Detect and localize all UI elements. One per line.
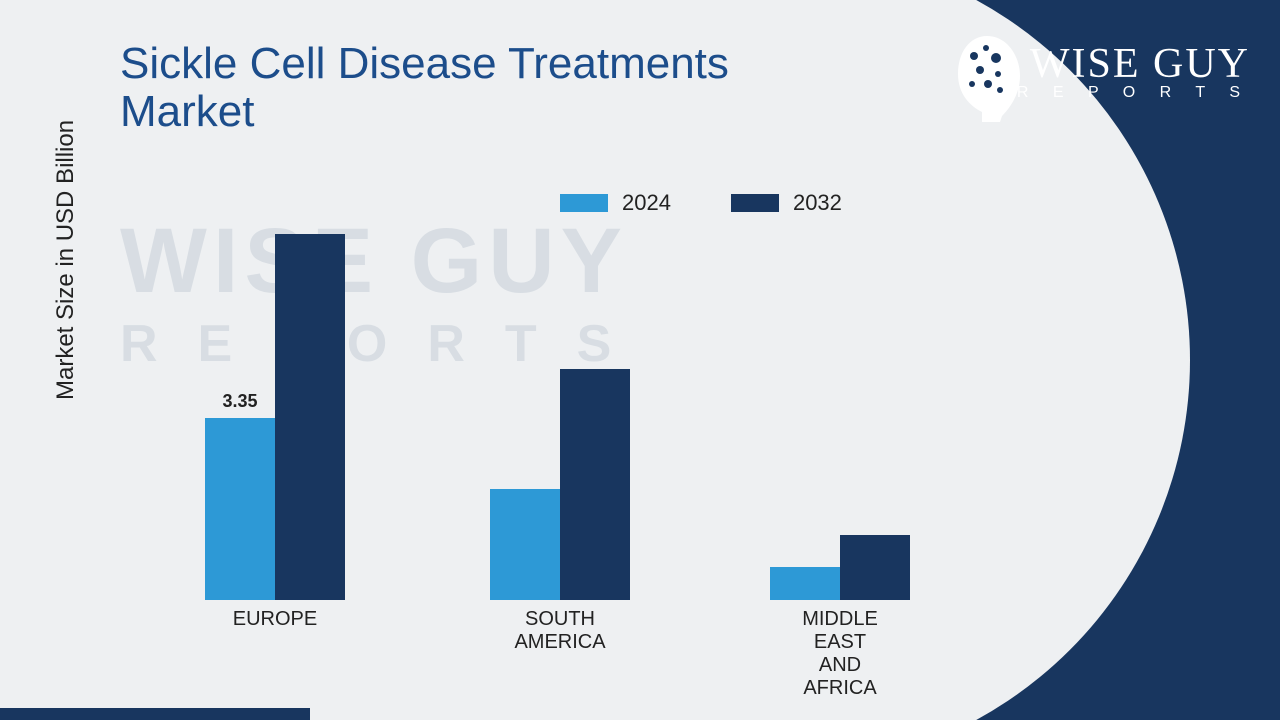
bar-europe-2032 bbox=[275, 234, 345, 600]
legend: 2024 2032 bbox=[560, 190, 842, 216]
chart-plot-area: 3.35 EUROPE SOUTH AMERICA MIDDLE EAST AN… bbox=[100, 220, 920, 600]
bar-value-label: 3.35 bbox=[222, 391, 257, 412]
legend-label-2024: 2024 bbox=[622, 190, 671, 216]
legend-label-2032: 2032 bbox=[793, 190, 842, 216]
legend-item-2024: 2024 bbox=[560, 190, 671, 216]
legend-swatch-2032 bbox=[731, 194, 779, 212]
brand-text: WISE GUY R E P O R T S bbox=[1017, 40, 1250, 102]
legend-item-2032: 2032 bbox=[731, 190, 842, 216]
chart-title: Sickle Cell Disease Treatments Market bbox=[120, 40, 780, 137]
brand-subtitle: R E P O R T S bbox=[1017, 84, 1250, 102]
legend-swatch-2024 bbox=[560, 194, 608, 212]
footer-accent-bar bbox=[0, 708, 310, 720]
brand-name: WISE GUY bbox=[1017, 40, 1250, 88]
bar-southamerica-2032 bbox=[560, 369, 630, 600]
x-label-mea: MIDDLE EAST AND AFRICA bbox=[802, 608, 878, 700]
brand-head-icon bbox=[952, 34, 1022, 124]
chart-canvas: WISE GUY REPORTS Sickle Cell Disease Tre… bbox=[0, 0, 1280, 720]
x-label-europe: EUROPE bbox=[233, 608, 317, 631]
bar-europe-2024 bbox=[205, 418, 275, 600]
y-axis-label: Market Size in USD Billion bbox=[52, 120, 80, 400]
bar-mea-2032 bbox=[840, 535, 910, 600]
bar-mea-2024 bbox=[770, 567, 840, 600]
bar-southamerica-2024 bbox=[490, 489, 560, 600]
x-label-southamerica: SOUTH AMERICA bbox=[514, 608, 605, 654]
